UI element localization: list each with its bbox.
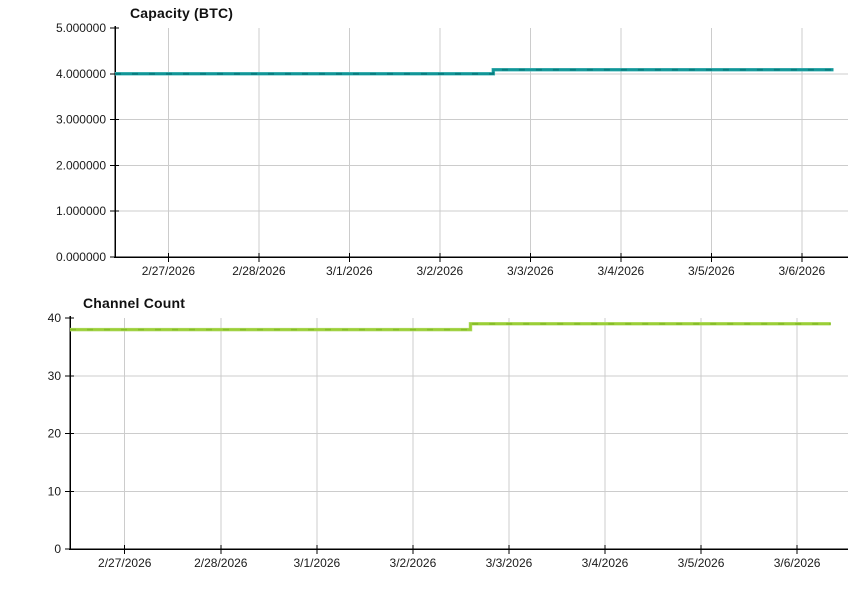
y-tick-label: 10 [48,484,62,498]
x-tick-label: 3/3/2026 [486,556,533,570]
x-tick-label: 2/27/2026 [142,264,196,278]
y-tick-label: 0.000000 [56,250,106,264]
y-tick-label: 3.000000 [56,113,106,127]
x-tick-label: 3/3/2026 [507,264,554,278]
x-tick-label: 2/28/2026 [194,556,248,570]
y-tick-label: 40 [48,311,62,325]
y-tick-label: 20 [48,427,62,441]
capacity-btc-line-texture [115,68,834,75]
x-tick-label: 2/27/2026 [98,556,152,570]
y-tick-label: 30 [48,369,62,383]
x-tick-label: 3/1/2026 [293,556,340,570]
x-tick-label: 3/4/2026 [582,556,629,570]
x-tick-label: 3/5/2026 [688,264,735,278]
y-tick-label: 0 [54,542,61,556]
x-tick-label: 3/4/2026 [598,264,645,278]
x-tick-label: 3/6/2026 [778,264,825,278]
y-tick-label: 5.000000 [56,21,106,35]
channel-count-line-series [70,322,831,331]
x-tick-label: 3/2/2026 [390,556,437,570]
x-tick-label: 3/1/2026 [326,264,373,278]
x-tick-label: 3/5/2026 [678,556,725,570]
x-tick-label: 3/2/2026 [417,264,464,278]
capacity-chart-title: Capacity (BTC) [130,5,234,21]
y-tick-label: 2.000000 [56,158,106,172]
channel-count-chart-title: Channel Count [83,295,186,311]
y-tick-label: 1.000000 [56,204,106,218]
y-tick-label: 4.000000 [56,67,106,81]
x-tick-label: 3/6/2026 [774,556,821,570]
x-tick-label: 2/28/2026 [232,264,286,278]
